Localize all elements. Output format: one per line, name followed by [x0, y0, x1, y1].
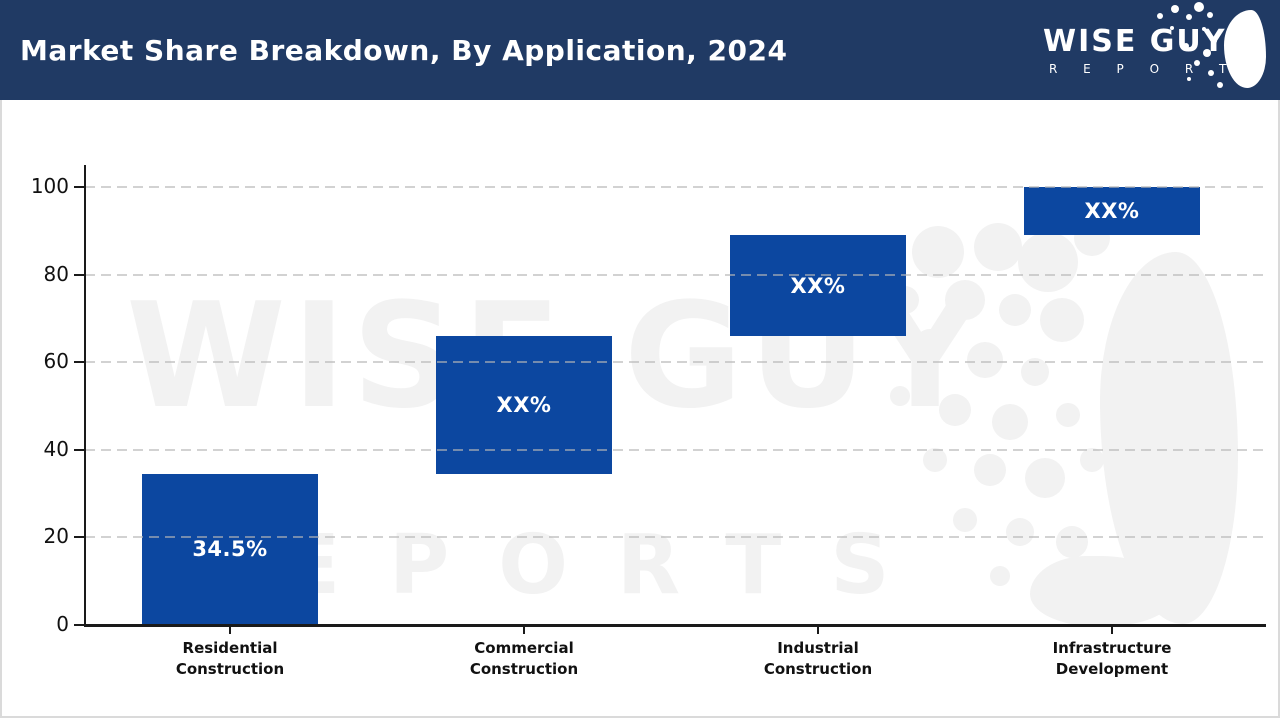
watermark-dot: [1018, 232, 1078, 292]
watermark-dot: [912, 226, 964, 278]
y-tick-mark: [74, 536, 84, 539]
gridline-100: [85, 186, 1266, 188]
logo-dot: [1194, 2, 1204, 12]
watermark-dot: [1056, 526, 1088, 558]
watermark-dot: [939, 394, 971, 426]
x-tick-mark: [1111, 627, 1113, 634]
bar-residential-construction: [142, 473, 318, 625]
y-tick-label: 100: [30, 174, 69, 198]
watermark-dot: [999, 294, 1031, 326]
y-tick-mark: [74, 361, 84, 364]
watermark-dot: [914, 329, 946, 361]
bar-value-label-infrastructure-development: XX%: [1084, 199, 1140, 224]
logo-dot: [1203, 49, 1211, 57]
y-tick-label: 40: [43, 436, 69, 461]
x-category-label-line: Construction: [469, 660, 579, 678]
watermark-dot: [1080, 448, 1104, 472]
x-category-label-line: Commercial: [474, 639, 574, 657]
logo-dot: [1170, 26, 1174, 30]
bar-value-label-commercial-construction: XX%: [496, 392, 552, 417]
y-tick-label: 20: [43, 524, 69, 549]
watermark-dot: [1025, 458, 1065, 498]
watermark-dot: [953, 508, 977, 532]
y-tick-mark: [74, 448, 84, 451]
watermark-dot: [945, 280, 985, 320]
x-category-label-line: Industrial: [777, 639, 859, 657]
page-title: Market Share Breakdown, By Application, …: [20, 33, 788, 67]
x-category-label-line: Residential: [182, 639, 278, 657]
watermark-dot: [1056, 403, 1080, 427]
bar-value-label-residential-construction: 34.5%: [192, 537, 268, 562]
logo-wordmark: WISE GUY: [1043, 24, 1227, 59]
y-tick-mark: [74, 273, 84, 276]
logo-dot: [1208, 70, 1214, 76]
logo-dot: [1186, 14, 1192, 20]
y-tick-label: 60: [43, 349, 69, 374]
watermark-dot: [1006, 518, 1034, 546]
gridline-20: [85, 536, 1266, 539]
y-axis: [84, 165, 86, 627]
x-axis: [84, 624, 1266, 627]
header-bar: Market Share Breakdown, By Application, …: [0, 0, 1280, 100]
x-category-label-line: Construction: [175, 660, 285, 678]
logo-face-icon: [1224, 10, 1266, 88]
logo-reports-text: R E P O R T S: [1049, 62, 1271, 76]
bar-value-label-industrial-construction: XX%: [790, 273, 846, 298]
watermark-dot: [974, 223, 1022, 271]
watermark-dot: [992, 404, 1028, 440]
logo-dot: [1171, 5, 1179, 13]
gridline-60: [85, 361, 1266, 364]
gridline-40: [85, 448, 1266, 451]
x-category-label-line: Construction: [763, 660, 873, 678]
bar-infrastructure-development: [1024, 187, 1200, 236]
watermark-dot: [890, 386, 910, 406]
logo-dot: [1202, 27, 1206, 31]
y-tick-mark: [74, 186, 84, 188]
logo-dot: [1217, 82, 1223, 88]
y-tick-label: 80: [43, 261, 69, 286]
logo-dot: [1211, 38, 1217, 44]
logo-dot: [1207, 12, 1213, 18]
watermark-dot: [967, 342, 1003, 378]
wise-guy-reports-logo: WISE GUY R E P O R T S: [1025, 0, 1275, 100]
logo-dot: [1187, 77, 1191, 81]
logo-dot: [1194, 60, 1200, 66]
x-category-label-commercial-construction: Commercial Construction: [414, 638, 634, 680]
watermark-dot: [1040, 298, 1084, 342]
watermark-dot: [974, 454, 1006, 486]
x-category-label-line: Development: [1055, 660, 1169, 678]
logo-dot: [1183, 43, 1189, 49]
x-category-label-industrial-construction: Industrial Construction: [708, 638, 928, 680]
logo-dot: [1194, 34, 1198, 38]
y-tick-mark: [74, 624, 84, 626]
watermark-dot: [923, 448, 947, 472]
gridline-80: [85, 273, 1266, 276]
y-tick-label: 0: [56, 612, 69, 636]
watermark-dot: [990, 566, 1010, 586]
x-tick-mark: [817, 627, 819, 634]
logo-dot: [1157, 13, 1163, 19]
x-tick-mark: [229, 627, 231, 634]
x-category-label-line: Infrastructure: [1052, 639, 1172, 657]
x-category-label-residential-construction: Residential Construction: [120, 638, 340, 680]
bar-industrial-construction: [730, 235, 906, 336]
watermark-dot: [1040, 574, 1064, 598]
bar-commercial-construction: [436, 335, 612, 474]
x-category-label-infrastructure-development: Infrastructure Development: [1002, 638, 1222, 680]
x-tick-mark: [523, 627, 525, 634]
